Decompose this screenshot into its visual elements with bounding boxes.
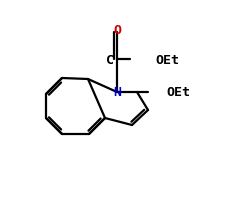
Text: OEt: OEt (155, 53, 179, 66)
Text: C: C (106, 53, 114, 66)
Text: OEt: OEt (166, 86, 190, 99)
Text: O: O (113, 23, 121, 36)
Text: N: N (113, 86, 121, 99)
